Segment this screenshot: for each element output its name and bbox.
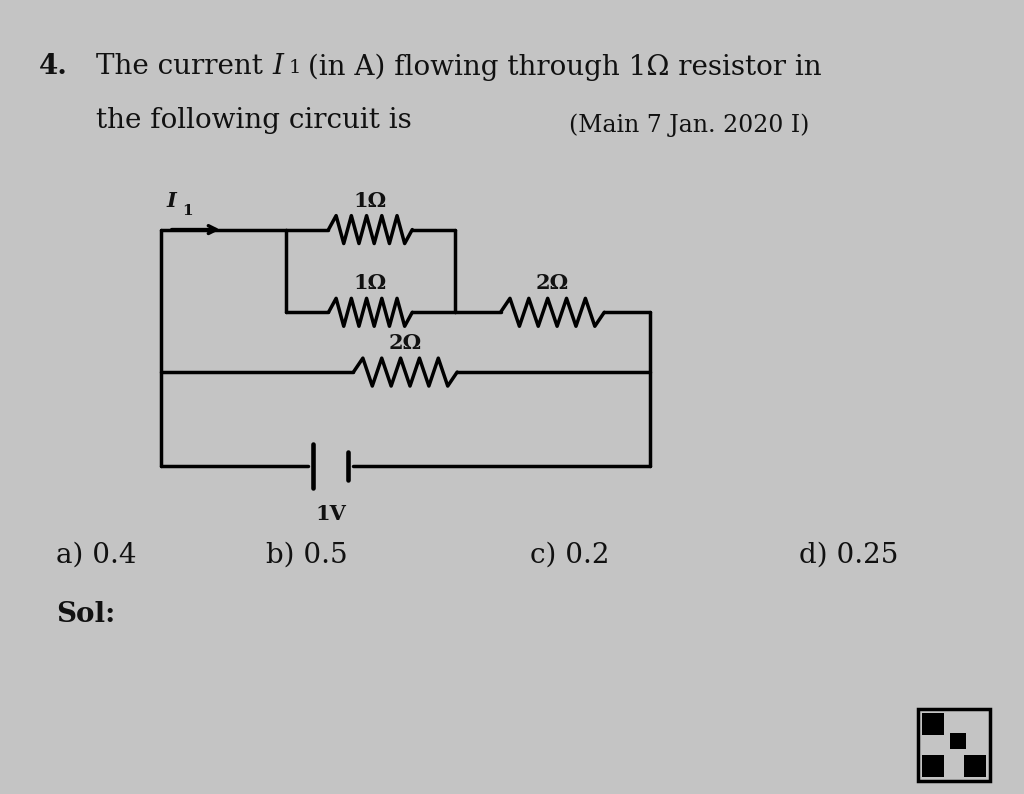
Text: c) 0.2: c) 0.2: [530, 542, 609, 569]
Bar: [964, 755, 986, 777]
Bar: [950, 733, 966, 749]
Text: I: I: [167, 191, 177, 210]
Bar: [922, 755, 944, 777]
Bar: [918, 709, 990, 781]
Text: 2Ω: 2Ω: [389, 333, 422, 353]
Text: (in A) flowing through 1Ω resistor in: (in A) flowing through 1Ω resistor in: [299, 53, 821, 80]
Text: (Main 7 Jan. 2020 I): (Main 7 Jan. 2020 I): [568, 113, 809, 137]
Text: 1: 1: [182, 203, 193, 218]
Text: a) 0.4: a) 0.4: [56, 542, 137, 569]
Text: d) 0.25: d) 0.25: [799, 542, 899, 569]
Text: 1: 1: [289, 60, 301, 77]
Text: 1Ω: 1Ω: [353, 273, 387, 293]
Text: 1V: 1V: [315, 503, 346, 523]
Text: I: I: [272, 53, 284, 80]
Bar: [922, 713, 944, 734]
Text: The current: The current: [96, 53, 272, 80]
Text: 1Ω: 1Ω: [353, 191, 387, 210]
Text: 4.: 4.: [39, 53, 69, 80]
Text: the following circuit is: the following circuit is: [96, 107, 412, 134]
Text: 2Ω: 2Ω: [536, 273, 569, 293]
Text: b) 0.5: b) 0.5: [265, 542, 347, 569]
Text: Sol:: Sol:: [56, 601, 116, 628]
